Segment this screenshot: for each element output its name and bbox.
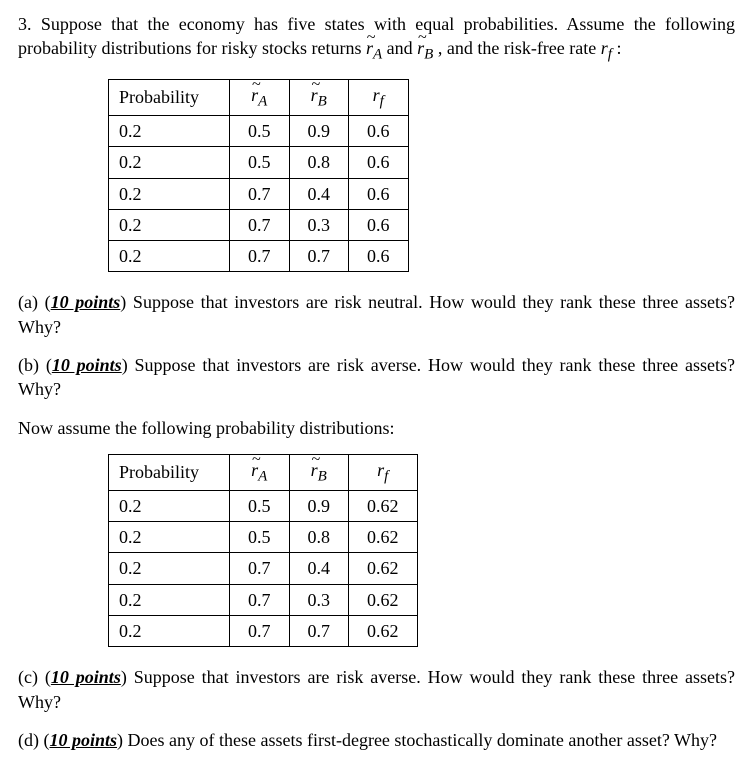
table-row: 0.20.70.40.6 <box>109 178 409 209</box>
intro-colon: : <box>612 38 622 58</box>
question-b: (b) (10 points) Suppose that investors a… <box>18 353 735 402</box>
cell: 0.7 <box>289 615 349 646</box>
cell: 0.7 <box>289 241 349 272</box>
qd-points: 10 points <box>49 730 117 750</box>
cell: 0.5 <box>230 490 290 521</box>
qb-points: 10 points <box>52 355 122 375</box>
question-c: (c) (10 points) Suppose that investors a… <box>18 665 735 714</box>
qc-label: (c) ( <box>18 667 51 687</box>
cell: 0.62 <box>349 553 418 584</box>
cell: 0.62 <box>349 584 418 615</box>
cell: 0.8 <box>289 147 349 178</box>
cell: 0.62 <box>349 490 418 521</box>
cell: 0.8 <box>289 522 349 553</box>
table-row: 0.20.50.90.62 <box>109 490 418 521</box>
cell: 0.5 <box>230 147 290 178</box>
table-1: Probability rA rB rf 0.20.50.90.6 0.20.5… <box>108 79 409 272</box>
cell: 0.7 <box>230 209 290 240</box>
cell: 0.2 <box>109 490 230 521</box>
cell: 0.7 <box>230 584 290 615</box>
intro-paragraph: 3. Suppose that the economy has five sta… <box>18 12 735 65</box>
header-ra: rA <box>230 80 290 116</box>
cell: 0.3 <box>289 584 349 615</box>
question-a: (a) (10 points) Suppose that investors a… <box>18 290 735 339</box>
cell: 0.2 <box>109 584 230 615</box>
table-row: 0.20.70.70.6 <box>109 241 409 272</box>
qb-text: ) Suppose that investors are risk averse… <box>18 355 735 399</box>
r-a-letter: r <box>366 38 373 58</box>
qb-label: (b) ( <box>18 355 52 375</box>
table-row: 0.20.70.30.62 <box>109 584 418 615</box>
header-ra: rA <box>230 454 290 490</box>
header-probability: Probability <box>109 454 230 490</box>
qc-text: ) Suppose that investors are risk averse… <box>18 667 735 711</box>
r-b-letter: r <box>417 38 424 58</box>
cell: 0.3 <box>289 209 349 240</box>
cell: 0.7 <box>230 178 290 209</box>
cell: 0.9 <box>289 490 349 521</box>
table-2: Probability rA rB rf 0.20.50.90.62 0.20.… <box>108 454 418 647</box>
cell: 0.62 <box>349 522 418 553</box>
cell: 0.6 <box>349 115 409 146</box>
r-f-letter: r <box>601 38 608 58</box>
cell: 0.2 <box>109 615 230 646</box>
r-a-symbol: r <box>366 36 373 60</box>
cell: 0.6 <box>349 209 409 240</box>
cell: 0.4 <box>289 178 349 209</box>
cell: 0.6 <box>349 241 409 272</box>
header-rf: rf <box>349 80 409 116</box>
header-probability: Probability <box>109 80 230 116</box>
cell: 0.6 <box>349 147 409 178</box>
qd-label: (d) ( <box>18 730 49 750</box>
cell: 0.6 <box>349 178 409 209</box>
question-d: (d) (10 points) Does any of these assets… <box>18 728 735 752</box>
table-row: 0.20.70.30.6 <box>109 209 409 240</box>
table-row: Probability rA rB rf <box>109 454 418 490</box>
intro-and: and <box>382 38 417 58</box>
header-rf: rf <box>349 454 418 490</box>
table-row: 0.20.70.40.62 <box>109 553 418 584</box>
cell: 0.5 <box>230 115 290 146</box>
cell: 0.7 <box>230 615 290 646</box>
cell: 0.2 <box>109 115 230 146</box>
qa-text: ) Suppose that investors are risk neutra… <box>18 292 735 336</box>
qc-points: 10 points <box>51 667 121 687</box>
table-row: 0.20.50.80.6 <box>109 147 409 178</box>
cell: 0.7 <box>230 553 290 584</box>
question-number: 3. <box>18 14 32 34</box>
cell: 0.2 <box>109 522 230 553</box>
header-rb: rB <box>289 80 349 116</box>
cell: 0.5 <box>230 522 290 553</box>
table-row: 0.20.70.70.62 <box>109 615 418 646</box>
cell: 0.7 <box>230 241 290 272</box>
r-a-sub: A <box>373 47 382 63</box>
mid-text: Now assume the following probability dis… <box>18 416 735 440</box>
cell: 0.4 <box>289 553 349 584</box>
table-row: 0.20.50.90.6 <box>109 115 409 146</box>
cell: 0.9 <box>289 115 349 146</box>
qa-points: 10 points <box>51 292 121 312</box>
table-row: Probability rA rB rf <box>109 80 409 116</box>
qa-label: (a) ( <box>18 292 51 312</box>
qd-text: ) Does any of these assets first-degree … <box>117 730 717 750</box>
cell: 0.2 <box>109 147 230 178</box>
cell: 0.2 <box>109 553 230 584</box>
cell: 0.2 <box>109 209 230 240</box>
header-rb: rB <box>289 454 349 490</box>
cell: 0.62 <box>349 615 418 646</box>
cell: 0.2 <box>109 178 230 209</box>
table-row: 0.20.50.80.62 <box>109 522 418 553</box>
cell: 0.2 <box>109 241 230 272</box>
r-b-sub: B <box>424 47 433 63</box>
r-b-symbol: r <box>417 36 424 60</box>
intro-text-2: , and the risk-free rate <box>433 38 600 58</box>
